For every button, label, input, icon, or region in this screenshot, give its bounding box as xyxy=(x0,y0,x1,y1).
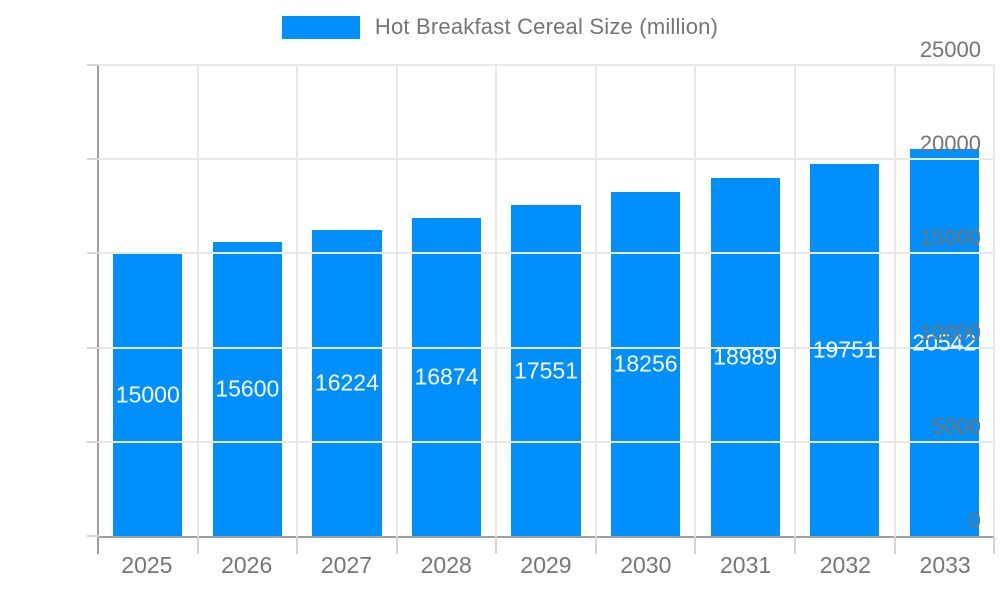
y-axis-bottom-stub xyxy=(97,536,99,554)
category-cell-2029: 17551 xyxy=(497,65,597,554)
bar-2029[interactable]: 17551 xyxy=(511,205,581,536)
x-axis-label-2032: 2032 xyxy=(819,552,871,578)
gridline-y-15000 xyxy=(99,252,995,255)
y-axis-label-15000: 15000 xyxy=(919,225,981,251)
legend-swatch xyxy=(281,15,360,39)
bar-2025[interactable]: 15000 xyxy=(113,253,183,536)
gridline-y-5000 xyxy=(99,440,995,443)
bar-value-label-2029: 17551 xyxy=(514,357,578,384)
bar-value-label-2025: 15000 xyxy=(115,381,180,408)
x-axis-tick-4 xyxy=(495,536,498,554)
legend[interactable]: Hot Breakfast Cereal Size (million) xyxy=(0,14,1000,40)
bar-2032[interactable]: 19751 xyxy=(810,163,880,536)
y-axis-tick-10000 xyxy=(87,346,99,349)
bar-2026[interactable]: 15600 xyxy=(212,242,282,536)
plot-area: 15000 15600 16224 16874 17551 18256 18989 19751… xyxy=(87,37,996,554)
y-axis-label-20000: 20000 xyxy=(919,131,981,157)
y-axis-label-5000: 5000 xyxy=(932,413,981,439)
x-axis-tick-2 xyxy=(296,536,299,554)
bar-2027[interactable]: 16224 xyxy=(312,230,382,536)
x-axis-label-2028: 2028 xyxy=(420,552,472,578)
legend-label: Hot Breakfast Cereal Size (million) xyxy=(374,14,719,39)
category-cell-2026: 15600 xyxy=(199,65,299,554)
bar-value-label-2026: 15600 xyxy=(215,375,280,402)
gridline-y-20000 xyxy=(99,158,995,161)
x-axis-tick-5 xyxy=(594,536,597,554)
x-axis-tick-6 xyxy=(694,536,697,554)
y-axis-label-10000: 10000 xyxy=(919,319,981,345)
y-axis-tick-5000 xyxy=(87,440,99,443)
x-axis-tick-7 xyxy=(793,536,796,554)
bar-2030[interactable]: 18256 xyxy=(610,192,681,536)
bar-2028[interactable]: 16874 xyxy=(411,218,482,536)
bar-value-label-2030: 18256 xyxy=(613,350,678,377)
y-axis-tick-25000 xyxy=(87,64,99,66)
bar-value-label-2027: 16224 xyxy=(314,369,379,396)
y-axis-tick-15000 xyxy=(87,252,99,255)
bar-2033[interactable]: 20542 xyxy=(909,149,979,536)
x-axis-label-2030: 2030 xyxy=(620,552,672,578)
y-axis-tick-0 xyxy=(87,535,99,537)
x-axis-tick-1 xyxy=(196,536,199,554)
bar-value-label-2032: 19751 xyxy=(812,336,877,363)
x-axis-tick-8 xyxy=(893,536,896,554)
x-axis-label-2031: 2031 xyxy=(719,552,772,578)
x-axis-labels: 2025 2026 2027 2028 2029 2030 2031 2032 2033 xyxy=(97,552,995,579)
x-axis-label-2027: 2027 xyxy=(320,552,373,578)
y-axis-label-0: 0 xyxy=(968,508,981,533)
category-cell-2031: 18989 xyxy=(696,65,796,554)
gridline-y-10000 xyxy=(99,346,995,349)
category-cell-2030: 18256 xyxy=(597,65,697,554)
x-axis-tick-3 xyxy=(395,536,398,554)
y-axis-label-25000: 25000 xyxy=(919,37,981,62)
bars-row: 15000 15600 16224 16874 17551 18256 18989 19751… xyxy=(99,65,996,554)
gridline-y-25000 xyxy=(99,64,995,66)
category-cell-2033: 20542 xyxy=(896,65,996,554)
x-axis-label-2025: 2025 xyxy=(121,552,173,578)
category-cell-2028: 16874 xyxy=(398,65,498,554)
x-axis-label-2029: 2029 xyxy=(520,552,572,578)
category-cell-2027: 16224 xyxy=(298,65,398,554)
y-axis-tick-20000 xyxy=(87,158,99,161)
bar-value-label-2028: 16874 xyxy=(414,363,479,390)
x-axis-label-2026: 2026 xyxy=(221,552,273,578)
category-cell-2032: 19751 xyxy=(796,65,896,554)
x-axis-tick-9 xyxy=(993,536,996,554)
bar-value-label-2033: 20542 xyxy=(912,329,977,355)
bar-2031[interactable]: 18989 xyxy=(710,178,780,536)
category-cell-2025: 15000 xyxy=(99,65,199,554)
x-axis-label-2033: 2033 xyxy=(919,552,971,578)
